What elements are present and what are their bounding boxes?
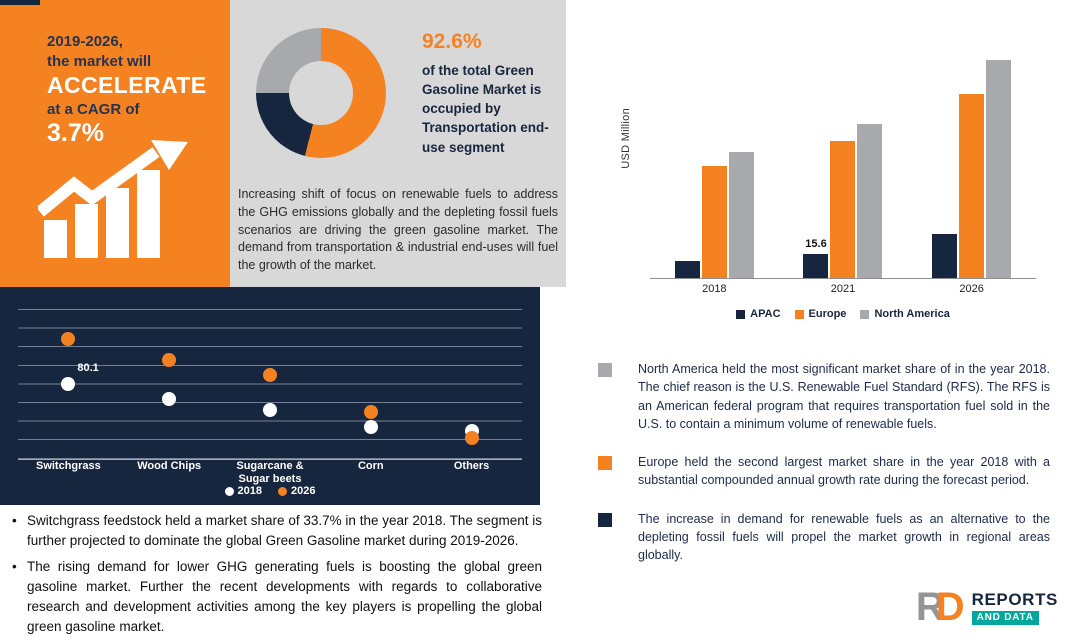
bar-europe-2026 (959, 93, 985, 278)
promo-period: 2019-2026, (47, 33, 123, 50)
bar-legend-item-north-america: North America (860, 308, 950, 320)
legend-label: APAC (750, 308, 781, 320)
bar-chart-x-labels: 2018 2021 2026 (650, 283, 1036, 295)
bar-legend-item-apac: APAC (736, 308, 781, 320)
dot-2026-wood-chips (162, 352, 177, 367)
bar-x-label-2026: 2026 (959, 283, 984, 295)
list-item: Europe held the second largest market sh… (598, 453, 1050, 490)
legend-swatch-icon (736, 309, 746, 319)
feedstock-bullet-text: Switchgrass feedstock held a market shar… (27, 513, 542, 549)
logo-mark-r: R (915, 585, 945, 629)
promo-accelerate: ACCELERATE (47, 72, 207, 98)
regional-bullet-text: North America held the most significant … (638, 362, 1050, 431)
europe-swatch-icon (598, 456, 612, 470)
promo-cagr-value: 3.7% (47, 119, 104, 148)
dot-2026-switchgrass (61, 332, 76, 346)
north-america-swatch-icon (598, 363, 612, 377)
bar-x-label-2021: 2021 (830, 283, 856, 295)
dot-legend-item-2026: 2026 (278, 485, 315, 497)
dot-plot-categories: Switchgrass Wood Chips Sugarcane & Sugar b… (18, 460, 522, 486)
regional-bullet-text: Europe held the second largest market sh… (638, 455, 1050, 488)
bar-chart-legend: APAC Europe North America (650, 308, 1036, 320)
bar-group-2021: 15.6 (803, 44, 883, 278)
legend-swatch-icon (860, 309, 870, 319)
list-item: The increase in demand for renewable fue… (598, 510, 1050, 565)
legend-label: 2018 (237, 485, 262, 497)
feedstock-panel: 80.1 Switchgrass Wood Chips Sugarcane & Su… (0, 287, 540, 505)
bar-europe-2021 (830, 140, 856, 278)
dot-2026-others (464, 431, 479, 446)
bar-group-2018 (674, 44, 754, 278)
legend-label: Europe (808, 308, 847, 320)
dot-2018-wood-chips (162, 392, 177, 406)
dot-2018-corn (363, 420, 378, 435)
stat-description: of the total Green Gasoline Market is oc… (422, 63, 549, 155)
bar-north-america-2026 (986, 59, 1012, 278)
legend-dot-icon (224, 486, 234, 496)
bar-legend-item-europe: Europe (794, 308, 847, 320)
dot-legend-item-2018: 2018 (224, 485, 262, 497)
promo-market-will: the market will (47, 52, 152, 70)
bar-x-label-2018: 2018 (702, 283, 727, 295)
end-use-highlight-panel: 92.6% of the total Green Gasoline Market… (230, 0, 566, 287)
dot-plot: 80.1 (18, 309, 522, 460)
dot-2026-sugarcane-sugar-beets (263, 367, 277, 382)
reports-and-data-logo: RD REPORTS AND DATA (916, 587, 1058, 627)
legend-dot-icon (278, 486, 287, 496)
legend-label: North America (874, 308, 950, 320)
regional-bullet-list: North America held the most significant … (598, 360, 1050, 584)
logo-mark-icon: RD (916, 587, 965, 627)
dot-2026-corn (363, 405, 378, 420)
market-summary-paragraph: Increasing shift of focus on renewable f… (238, 187, 558, 272)
regional-bullet-text: The increase in demand for renewable fue… (638, 511, 1050, 563)
legend-label: 2026 (291, 485, 316, 497)
bar-north-america-2018 (728, 151, 754, 278)
feedstock-bullet-list: • Switchgrass feedstock held a market sh… (12, 511, 542, 637)
dot-plot-legend: 2018 2026 (0, 485, 540, 497)
bullet-icon: • (12, 513, 17, 528)
growth-promo-panel: 2019-2026, the market will ACCELERATE at… (0, 0, 230, 287)
growth-arrow-chart-icon (38, 140, 188, 258)
dot-2018-switchgrass (61, 376, 76, 391)
logo-name-top: REPORTS (971, 589, 1058, 609)
dot-data-label: 80.1 (77, 361, 99, 374)
dot-category-label: Wood Chips (137, 460, 202, 472)
donut-hole (289, 61, 353, 125)
bar-apac-2021: 15.6 (803, 238, 829, 278)
legend-swatch-icon (794, 309, 804, 319)
stat-value: 92.6% (422, 30, 482, 53)
dot-category-label: Switchgrass (35, 460, 101, 472)
bar-apac-2026 (932, 234, 958, 278)
logo-name-bottom: AND DATA (971, 610, 1039, 625)
y-axis-label: USD Million (620, 108, 632, 169)
bullet-icon: • (12, 558, 17, 574)
dot-2018-sugarcane-sugar-beets (263, 403, 277, 418)
logo-text: REPORTS AND DATA (971, 589, 1058, 625)
stat-block: 92.6% of the total Green Gasoline Market… (422, 30, 560, 157)
dot-category-label: Sugarcane & Sugar beets (236, 460, 304, 486)
dot-category-label: Corn (357, 460, 384, 472)
bar-north-america-2021 (857, 123, 883, 278)
feedstock-bullet-text: The rising demand for lower GHG generati… (27, 558, 542, 635)
bar-apac-2018 (674, 260, 700, 278)
dot-category-label: Others (453, 460, 490, 472)
bar-data-label: 15.6 (805, 237, 827, 250)
list-item: North America held the most significant … (598, 360, 1050, 433)
logo-mark-d: D (935, 585, 965, 629)
promo-cagr-prefix: at a CAGR of (47, 100, 140, 118)
bar-europe-2018 (701, 165, 727, 278)
list-item: • Switchgrass feedstock held a market sh… (12, 511, 542, 552)
promo-text-block: 2019-2026, the market will ACCELERATE at… (47, 32, 206, 148)
bar-group-2026 (932, 44, 1012, 278)
bar-chart-plot: 15.6 (650, 44, 1036, 279)
list-item: • The rising demand for lower GHG genera… (12, 557, 542, 637)
corner-accent-bar (0, 0, 40, 5)
apac-swatch-icon (598, 512, 612, 527)
donut-chart (256, 28, 386, 158)
